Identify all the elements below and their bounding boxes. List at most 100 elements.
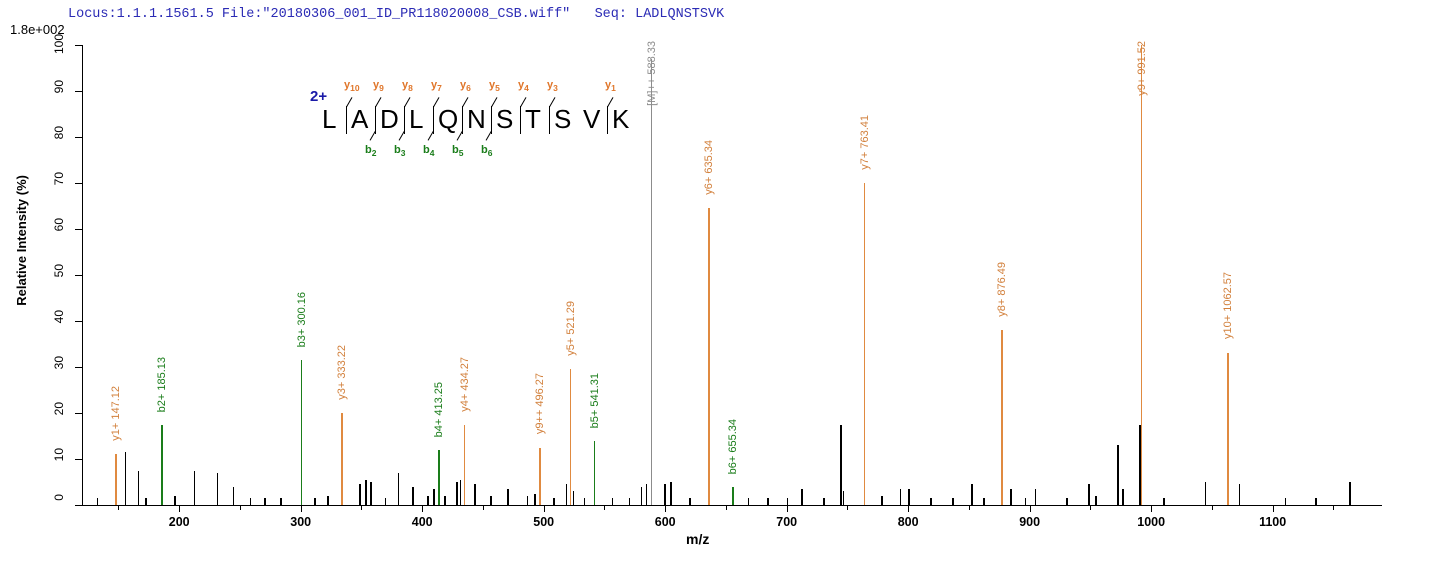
spectrum-peak <box>645 484 648 505</box>
x-tick <box>1029 505 1031 512</box>
spectrum-peak <box>124 452 127 505</box>
spectrum-peak <box>384 498 387 505</box>
spectrum-peak <box>232 486 235 505</box>
peak-label: y6+ 635.34 <box>703 140 716 196</box>
y-ion-marker-y9: y9 <box>373 79 384 94</box>
y-tick <box>75 275 82 276</box>
spectrum-peak <box>899 488 902 505</box>
spectrum-peak-y-ion <box>863 183 866 505</box>
y-tick-label: 0 <box>52 494 66 501</box>
spectrum-peak <box>365 479 367 505</box>
spectrum-peak-y-ion <box>1001 330 1003 505</box>
x-tick <box>1333 505 1335 510</box>
peak-label: b5+ 541.31 <box>588 372 601 428</box>
residue-k-10: K <box>612 104 630 134</box>
x-tick <box>604 505 606 510</box>
y-axis-line <box>82 45 83 505</box>
spectrum-peak <box>459 479 462 505</box>
x-tick <box>179 505 181 512</box>
x-tick-label: 400 <box>411 515 433 529</box>
spectrum-peak <box>930 498 932 505</box>
y-tick <box>75 45 82 46</box>
spectrum-peak <box>1024 498 1027 505</box>
spectrum-peak <box>137 470 140 505</box>
residue-l-0: L <box>322 104 337 134</box>
plot-area: 0 10 20 30 40 50 60 70 80 90 100 200 300 400 500 600 700… <box>52 34 1382 529</box>
x-tick <box>361 505 363 510</box>
peak-label: y7+ 763.41 <box>858 115 871 170</box>
spectrum-peak <box>533 493 536 505</box>
peak-label: y10+ 1062.57 <box>1222 272 1235 340</box>
header-line: Locus:1.1.1.1561.5 File:"20180306_001_ID… <box>68 7 1436 22</box>
spectrum-peak <box>359 484 361 505</box>
spectrum-peak <box>314 498 316 505</box>
x-tick <box>1090 505 1092 510</box>
spectrum-peak <box>689 498 692 505</box>
spectrum-peak-b-ion <box>593 440 596 505</box>
spectrum-peak-y-ion <box>463 424 466 505</box>
spectrum-peak-b-ion <box>732 486 734 505</box>
y-tick <box>75 183 82 184</box>
y-tick <box>75 91 82 92</box>
peak-label: y8+ 876.49 <box>996 262 1009 317</box>
spectrum-peak <box>908 488 910 505</box>
y-tick-label: 50 <box>52 264 66 278</box>
x-tick-label: 300 <box>290 515 312 529</box>
spectrum-peak-b-ion <box>161 424 163 505</box>
spectrum-peak <box>971 484 973 505</box>
spectrum-peak <box>1204 482 1207 505</box>
residue-v-9: V <box>583 104 601 134</box>
y-ion-marker-y6: y6 <box>460 79 471 94</box>
spectrum-peak <box>983 498 986 505</box>
x-tick-label: 1000 <box>1137 515 1166 529</box>
x-tick <box>422 505 424 512</box>
spectrum-peak <box>951 498 954 505</box>
spectrum-peak-y-ion <box>114 454 117 505</box>
spectrum-peak <box>1066 498 1068 505</box>
x-tick <box>118 505 120 510</box>
spectrum-peak-y-ion <box>539 447 541 505</box>
peak-label: y9++ 496.27 <box>534 373 547 435</box>
residue-l-3: L <box>409 104 424 134</box>
y-axis-title: Relative Intensity (%) <box>14 175 29 306</box>
residue-separator <box>346 106 348 134</box>
spectrum-peak <box>611 498 614 505</box>
residue-d-2: D <box>380 104 399 134</box>
x-tick <box>968 505 970 510</box>
spectrum-peak <box>427 495 429 505</box>
spectrum-peak <box>767 498 769 505</box>
b-ion-marker-b5: b5 <box>452 144 464 159</box>
y-tick-label: 90 <box>52 80 66 94</box>
x-tick <box>1211 505 1213 510</box>
residue-s-8: S <box>554 104 572 134</box>
spectrum-peak <box>216 472 219 505</box>
y-ion-marker-y7: y7 <box>431 79 442 94</box>
x-tick <box>1272 505 1274 512</box>
peak-label: b6+ 655.34 <box>727 418 740 474</box>
spectrum-peak-y-ion <box>341 413 343 505</box>
spectrum-peak-b-ion <box>300 360 303 505</box>
peak-label: b2+ 185.13 <box>156 356 169 412</box>
peak-label: y4+ 434.27 <box>458 356 471 412</box>
x-tick <box>725 505 727 510</box>
spectrum-peak <box>747 498 750 505</box>
y-tick <box>75 505 82 506</box>
residue-separator <box>520 106 522 134</box>
y-ion-marker-y3: y3 <box>547 79 558 94</box>
spectrum-peak <box>628 498 631 505</box>
spectrum-peak <box>553 498 555 505</box>
spectrum-peak <box>1034 488 1037 505</box>
y-tick <box>75 229 82 230</box>
residue-separator <box>375 106 377 134</box>
spectrum-peak <box>565 484 568 505</box>
charge-state-label: 2+ <box>310 88 328 105</box>
b-ion-marker-b6: b6 <box>481 144 493 159</box>
spectrum-peak <box>1284 498 1287 505</box>
spectrum-peak <box>96 498 99 505</box>
peak-label: b3+ 300.16 <box>295 292 308 348</box>
spectrum-peak <box>840 424 842 505</box>
x-tick <box>908 505 910 512</box>
y-ion-marker-y10: y10 <box>344 79 360 94</box>
spectrum-peak <box>1095 495 1097 505</box>
spectrum-peak <box>842 491 845 505</box>
